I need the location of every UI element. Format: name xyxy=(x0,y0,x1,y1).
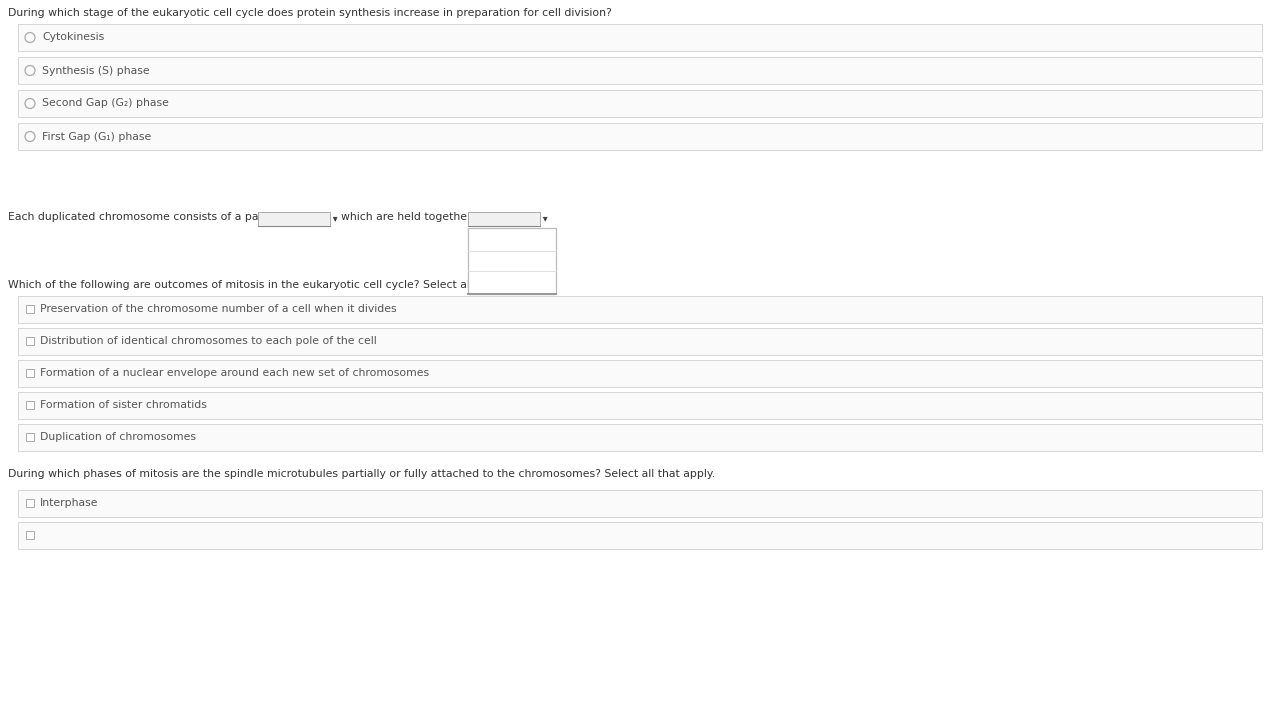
Text: sister
chromatids: sister chromatids xyxy=(474,270,532,292)
Bar xyxy=(26,498,35,506)
Text: Duplication of chromosomes: Duplication of chromosomes xyxy=(40,433,196,443)
Bar xyxy=(18,490,1262,517)
Bar xyxy=(26,400,35,408)
Bar xyxy=(18,90,1262,117)
Bar xyxy=(468,228,556,294)
Bar xyxy=(18,296,1262,323)
Text: Preservation of the chromosome number of a cell when it divides: Preservation of the chromosome number of… xyxy=(40,305,397,315)
Bar xyxy=(26,433,35,440)
Text: Second Gap (G₂) phase: Second Gap (G₂) phase xyxy=(42,99,169,109)
Text: .: . xyxy=(544,212,548,222)
Bar xyxy=(26,305,35,312)
Text: First Gap (G₁) phase: First Gap (G₁) phase xyxy=(42,132,151,142)
Bar xyxy=(26,337,35,345)
Text: select answer ▾: select answer ▾ xyxy=(472,214,548,224)
Bar xyxy=(18,392,1262,419)
Text: Formation of sister chromatids: Formation of sister chromatids xyxy=(40,400,207,410)
Bar xyxy=(26,368,35,377)
Bar xyxy=(259,212,330,226)
Bar xyxy=(468,212,540,226)
Text: , which are held together by: , which are held together by xyxy=(334,212,489,222)
Text: Interphase: Interphase xyxy=(40,498,99,508)
Bar xyxy=(18,123,1262,150)
Text: During which stage of the eukaryotic cell cycle does protein synthesis increase : During which stage of the eukaryotic cel… xyxy=(8,8,612,18)
Bar xyxy=(18,522,1262,549)
Bar xyxy=(18,360,1262,387)
Text: chromosomes: chromosomes xyxy=(474,236,548,246)
Bar xyxy=(18,328,1262,355)
Text: select answer ▾: select answer ▾ xyxy=(262,214,338,224)
Text: Synthesis (S) phase: Synthesis (S) phase xyxy=(42,66,150,76)
Bar xyxy=(18,24,1262,51)
Bar xyxy=(26,531,35,538)
Text: Formation of a nuclear envelope around each new set of chromosomes: Formation of a nuclear envelope around e… xyxy=(40,368,429,378)
Text: Cytokinesis: Cytokinesis xyxy=(42,32,104,42)
Bar xyxy=(18,424,1262,451)
Text: Distribution of identical chromosomes to each pole of the cell: Distribution of identical chromosomes to… xyxy=(40,337,376,347)
Text: Which of the following are outcomes of mitosis in the eukaryotic cell cycle? Sel: Which of the following are outcomes of m… xyxy=(8,280,534,290)
Text: cohesins: cohesins xyxy=(474,256,520,266)
Bar xyxy=(18,57,1262,84)
Text: During which phases of mitosis are the spindle microtubules partially or fully a: During which phases of mitosis are the s… xyxy=(8,469,716,479)
Text: Each duplicated chromosome consists of a pair of: Each duplicated chromosome consists of a… xyxy=(8,212,280,222)
